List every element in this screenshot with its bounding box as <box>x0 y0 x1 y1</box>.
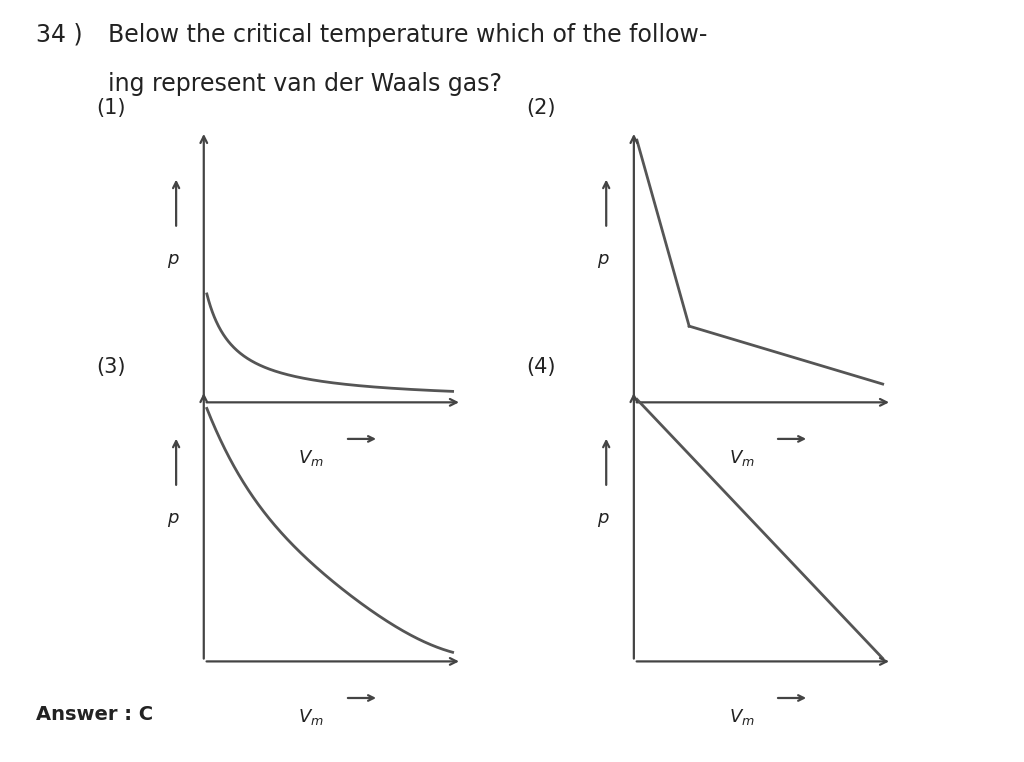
Text: p: p <box>167 250 178 268</box>
Text: (4): (4) <box>526 357 556 376</box>
Text: $V_m$: $V_m$ <box>728 448 755 468</box>
Text: p: p <box>597 250 608 268</box>
Text: (3): (3) <box>96 357 126 376</box>
Text: $V_m$: $V_m$ <box>298 448 325 468</box>
Text: (2): (2) <box>526 98 556 117</box>
Text: Answer : C: Answer : C <box>36 705 153 724</box>
Text: $V_m$: $V_m$ <box>728 707 755 727</box>
Text: p: p <box>597 509 608 527</box>
Text: $V_m$: $V_m$ <box>298 707 325 727</box>
Text: Below the critical temperature which of the follow-: Below the critical temperature which of … <box>108 23 707 46</box>
Text: p: p <box>167 509 178 527</box>
Text: ing represent van der Waals gas?: ing represent van der Waals gas? <box>108 72 502 96</box>
Text: (1): (1) <box>96 98 126 117</box>
Text: 34 ): 34 ) <box>36 23 83 46</box>
